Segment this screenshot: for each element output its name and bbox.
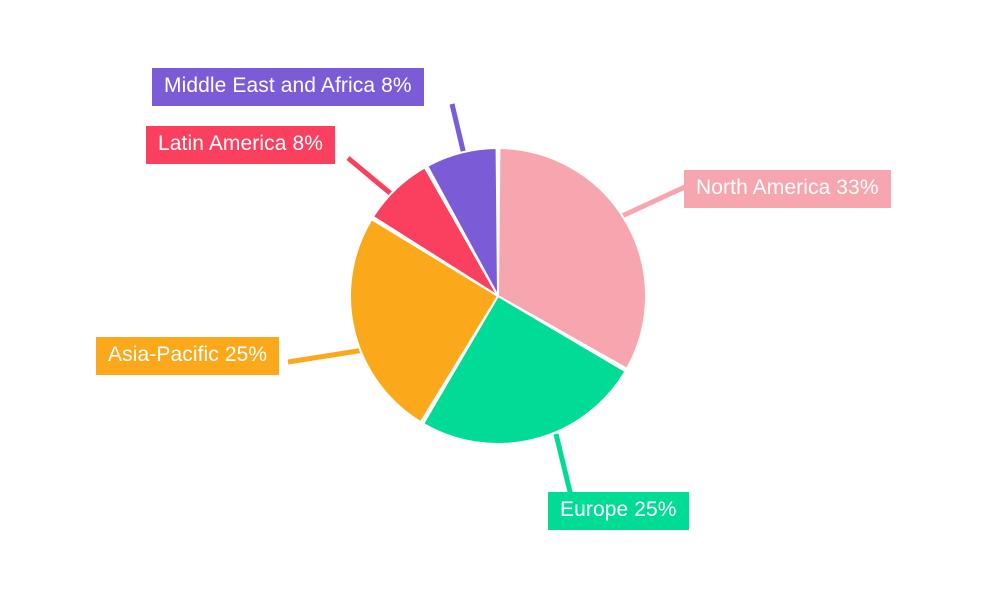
callout-asia-pacific-text: Asia-Pacific 25%: [108, 343, 268, 366]
pie-slice-north-america[interactable]: [496, 146, 647, 371]
leader-line-europe: [553, 433, 575, 501]
callout-latin-america[interactable]: Latin America 8%: [146, 126, 336, 164]
leader-line-asia-pacific: [287, 347, 365, 365]
callout-europe-text: Europe 25%: [560, 498, 677, 521]
pie-slice-asia-pacific[interactable]: [348, 217, 500, 424]
callout-asia-pacific[interactable]: Asia-Pacific 25%: [96, 337, 280, 375]
callout-north-america-text: North America 33%: [696, 176, 879, 199]
callout-middle-east-africa[interactable]: Middle East and Africa 8%: [152, 68, 424, 106]
callout-middle-east-africa-text: Middle East and Africa 8%: [164, 74, 412, 97]
callout-latin-america-text: Latin America 8%: [158, 132, 324, 155]
callout-europe[interactable]: Europe 25%: [548, 492, 689, 530]
pie-slice-middle-east-and-africa[interactable]: [425, 147, 499, 297]
callout-north-america[interactable]: North America 33%: [684, 170, 891, 208]
pie-slices-group: [348, 146, 647, 445]
pie-slice-europe[interactable]: [421, 294, 627, 445]
pie-slice-latin-america[interactable]: [371, 166, 499, 297]
